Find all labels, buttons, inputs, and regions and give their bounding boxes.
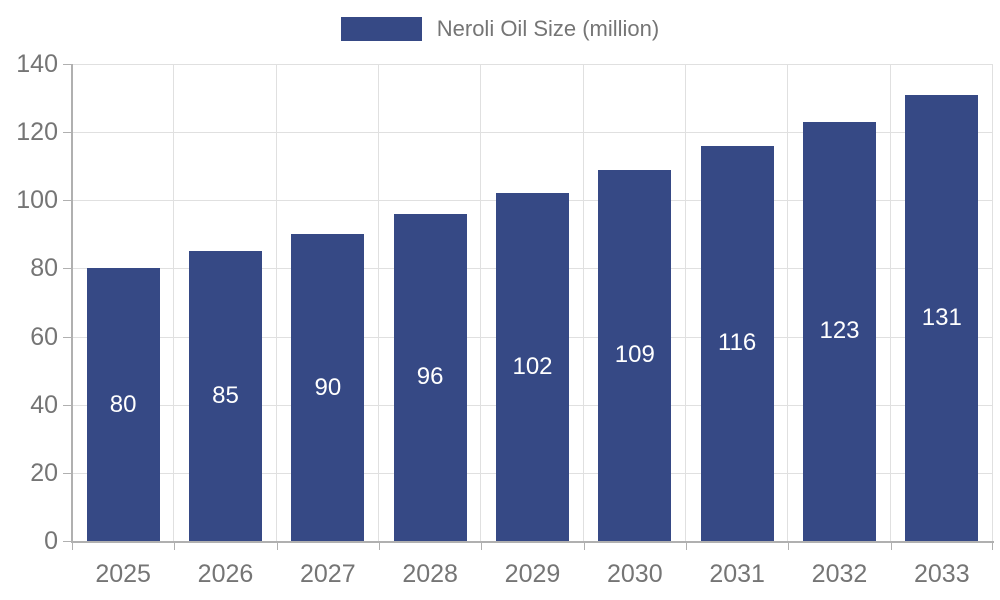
- x-tick-label: 2031: [709, 560, 765, 588]
- bar[interactable]: 85: [189, 251, 262, 541]
- x-tick-label: 2030: [607, 560, 663, 588]
- bar-value-label: 131: [921, 303, 962, 331]
- x-tick: [174, 541, 176, 550]
- v-gridline: [787, 64, 789, 541]
- x-tick-label: 2026: [197, 560, 254, 588]
- y-axis-line: [71, 64, 73, 541]
- y-tick-label: 120: [16, 118, 58, 147]
- y-tick-label: 100: [16, 186, 58, 215]
- legend-label: Neroli Oil Size (million): [436, 16, 660, 41]
- x-axis-line: [71, 541, 994, 543]
- bar-value-label: 85: [212, 382, 239, 410]
- x-tick-label: 2025: [95, 560, 151, 588]
- bar-value-label: 90: [314, 373, 342, 401]
- y-tick-label: 80: [30, 254, 58, 283]
- bar-value-label: 116: [718, 329, 757, 357]
- x-tick: [583, 541, 585, 550]
- v-gridline: [378, 64, 379, 541]
- v-gridline: [992, 64, 993, 541]
- y-tick: [63, 64, 72, 65]
- v-gridline: [685, 64, 686, 541]
- x-tick-label: 2028: [402, 560, 458, 588]
- bar[interactable]: 109: [598, 169, 672, 541]
- x-tick-label: 2033: [914, 560, 970, 588]
- y-tick: [63, 336, 72, 338]
- v-gridline: [480, 64, 482, 541]
- y-tick-label: 40: [30, 390, 58, 419]
- x-tick-label: 2032: [811, 560, 868, 588]
- bar[interactable]: 123: [803, 121, 876, 541]
- x-tick: [72, 541, 73, 550]
- v-gridline: [173, 64, 175, 541]
- x-tick: [379, 541, 380, 550]
- bar[interactable]: 90: [291, 234, 365, 541]
- y-tick-label: 60: [30, 322, 58, 351]
- y-tick: [63, 200, 72, 202]
- y-tick: [63, 268, 72, 270]
- bar[interactable]: 131: [905, 94, 979, 541]
- y-tick: [63, 541, 72, 542]
- bar-value-label: 96: [416, 363, 444, 391]
- x-tick: [890, 541, 892, 550]
- bar-value-label: 102: [512, 353, 553, 381]
- x-tick: [481, 541, 483, 550]
- y-tick: [63, 404, 72, 406]
- plot-area: 0 20 40 60 80 100 120 140 2025 2026 2027 2028 2029 20…: [16, 51, 994, 587]
- bar[interactable]: 96: [393, 213, 467, 541]
- h-gridline: [72, 132, 993, 134]
- x-tick: [788, 541, 790, 550]
- y-tick: [63, 472, 72, 474]
- legend[interactable]: Neroli Oil Size (million): [0, 17, 1000, 41]
- y-tick-label: 140: [16, 50, 58, 78]
- h-gridline: [72, 64, 993, 65]
- legend-swatch-icon: [340, 17, 422, 41]
- y-tick: [63, 132, 72, 134]
- v-gridline: [889, 64, 891, 541]
- bar[interactable]: 80: [86, 268, 160, 541]
- bar[interactable]: 102: [496, 193, 569, 541]
- x-tick: [992, 541, 993, 550]
- bar[interactable]: 116: [700, 145, 774, 541]
- v-gridline: [582, 64, 584, 541]
- y-tick-label: 20: [30, 458, 58, 487]
- x-tick: [686, 541, 687, 550]
- x-tick-label: 2027: [300, 560, 356, 588]
- bar-value-label: 123: [819, 317, 860, 345]
- x-tick: [276, 541, 278, 550]
- y-tick-label: 0: [44, 527, 58, 555]
- bar-value-label: 109: [614, 341, 655, 369]
- bar-value-label: 80: [109, 390, 137, 418]
- v-gridline: [275, 64, 277, 541]
- x-tick-label: 2029: [504, 560, 561, 588]
